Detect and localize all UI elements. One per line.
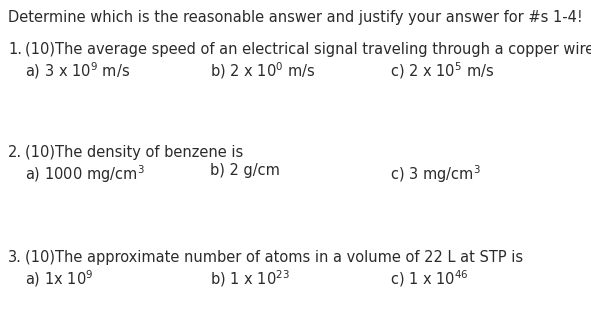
Text: c) 1 x 10$^{\mathregular{46}}$: c) 1 x 10$^{\mathregular{46}}$ [390,268,469,289]
Text: (10)The approximate number of atoms in a volume of 22 L at STP is: (10)The approximate number of atoms in a… [25,250,523,265]
Text: a) 1000 mg/cm$^{\mathregular{3}}$: a) 1000 mg/cm$^{\mathregular{3}}$ [25,163,145,185]
Text: (10)The average speed of an electrical signal traveling through a copper wire?: (10)The average speed of an electrical s… [25,42,591,57]
Text: 1.: 1. [8,42,22,57]
Text: a) 1x 10$^{\mathregular{9}}$: a) 1x 10$^{\mathregular{9}}$ [25,268,93,289]
Text: b) 2 g/cm: b) 2 g/cm [210,163,280,178]
Text: c) 3 mg/cm$^{\mathregular{3}}$: c) 3 mg/cm$^{\mathregular{3}}$ [390,163,481,185]
Text: 2.: 2. [8,145,22,160]
Text: b) 2 x 10$^{\mathregular{0}}$ m/s: b) 2 x 10$^{\mathregular{0}}$ m/s [210,60,316,81]
Text: b) 1 x 10$^{\mathregular{23}}$: b) 1 x 10$^{\mathregular{23}}$ [210,268,290,289]
Text: 3.: 3. [8,250,22,265]
Text: Determine which is the reasonable answer and justify your answer for #s 1-4!: Determine which is the reasonable answer… [8,10,583,25]
Text: (10)The density of benzene is: (10)The density of benzene is [25,145,243,160]
Text: c) 2 x 10$^{\mathregular{5}}$ m/s: c) 2 x 10$^{\mathregular{5}}$ m/s [390,60,494,81]
Text: a) 3 x 10$^{\mathregular{9}}$ m/s: a) 3 x 10$^{\mathregular{9}}$ m/s [25,60,130,81]
